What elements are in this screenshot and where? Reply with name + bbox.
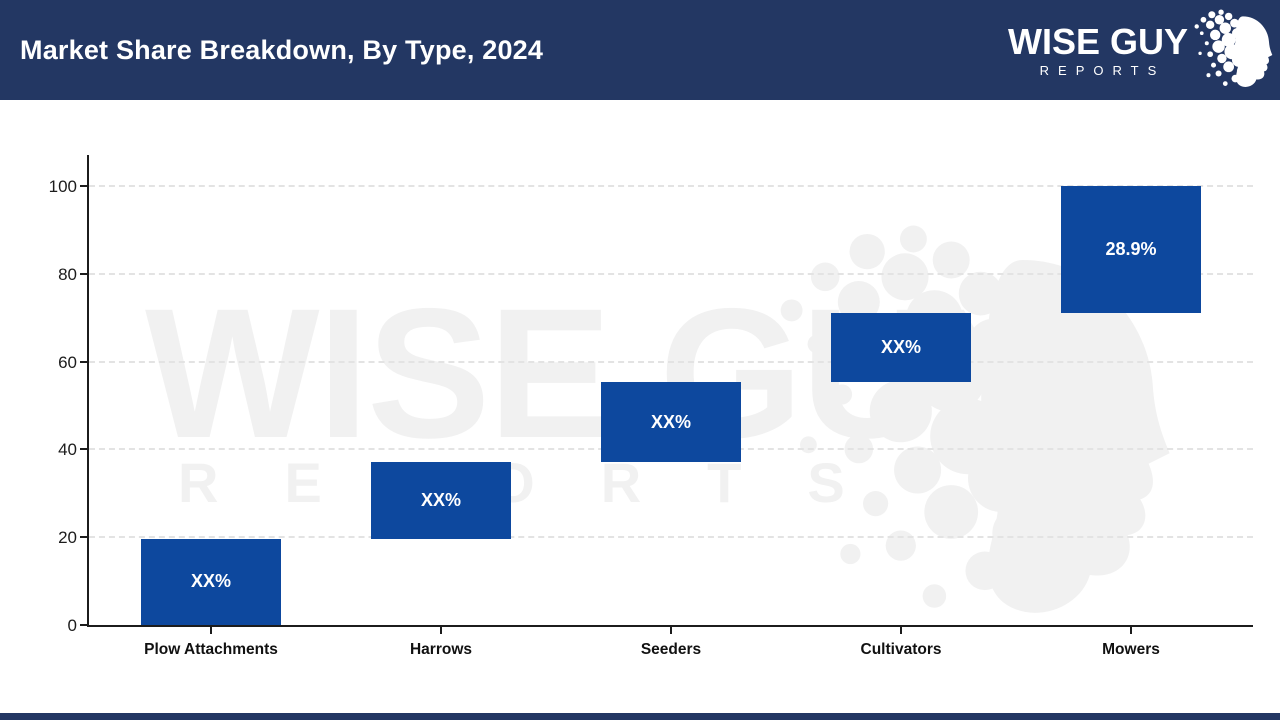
x-category-label: Seeders bbox=[640, 641, 702, 658]
brand-subtitle: REPORTS bbox=[1039, 62, 1166, 78]
x-tick-mark bbox=[440, 627, 442, 634]
x-tick-mark bbox=[900, 627, 902, 634]
x-axis-line bbox=[87, 625, 1253, 627]
x-tick-mark bbox=[1130, 627, 1132, 634]
header-bar: Market Share Breakdown, By Type, 2024 WI… bbox=[0, 0, 1280, 100]
bar-value-label: XX% bbox=[420, 490, 462, 511]
y-tick-label: 20 bbox=[58, 528, 77, 548]
bar-segment: XX% bbox=[601, 382, 741, 463]
bar-segment: XX% bbox=[141, 538, 281, 625]
y-tick-mark bbox=[80, 272, 87, 275]
y-axis-line bbox=[87, 155, 89, 627]
y-tick-mark bbox=[80, 624, 87, 626]
y-gridline bbox=[89, 185, 1253, 187]
y-tick-mark bbox=[80, 185, 87, 187]
y-tick-label: 60 bbox=[58, 352, 77, 372]
bar-value-label: XX% bbox=[190, 571, 232, 592]
y-gridline bbox=[89, 536, 1253, 539]
bar-segment: 28.9% bbox=[1061, 186, 1201, 313]
brand-logo: WISE GUY REPORTS bbox=[1008, 0, 1274, 100]
x-tick-mark bbox=[210, 627, 212, 634]
brand-name: WISE GUY bbox=[1007, 20, 1188, 62]
x-category-label: Plow Attachments bbox=[144, 641, 278, 658]
x-category-label: Mowers bbox=[1102, 641, 1160, 658]
footer-bar bbox=[0, 713, 1280, 720]
bar-value-label: XX% bbox=[650, 411, 692, 432]
x-category-label: Cultivators bbox=[860, 641, 942, 658]
bar-value-label: XX% bbox=[880, 337, 922, 358]
chart-title: Market Share Breakdown, By Type, 2024 bbox=[20, 34, 544, 65]
y-gridline bbox=[89, 272, 1253, 275]
y-tick-mark bbox=[80, 360, 87, 363]
y-tick-mark bbox=[80, 448, 87, 451]
y-tick-label: 80 bbox=[58, 264, 77, 284]
y-tick-label: 0 bbox=[67, 616, 77, 635]
x-category-label: Harrows bbox=[409, 641, 473, 658]
y-tick-mark bbox=[80, 536, 87, 539]
bar-value-label: 28.9% bbox=[1105, 238, 1157, 259]
x-tick-mark bbox=[670, 627, 672, 634]
y-tick-label: 100 bbox=[48, 177, 77, 196]
bar-segment: XX% bbox=[371, 462, 511, 539]
bar-segment: XX% bbox=[831, 312, 971, 383]
brand-logo-text: WISE GUY REPORTS bbox=[1007, 20, 1188, 78]
y-tick-label: 40 bbox=[58, 440, 77, 460]
y-gridline bbox=[89, 360, 1253, 363]
